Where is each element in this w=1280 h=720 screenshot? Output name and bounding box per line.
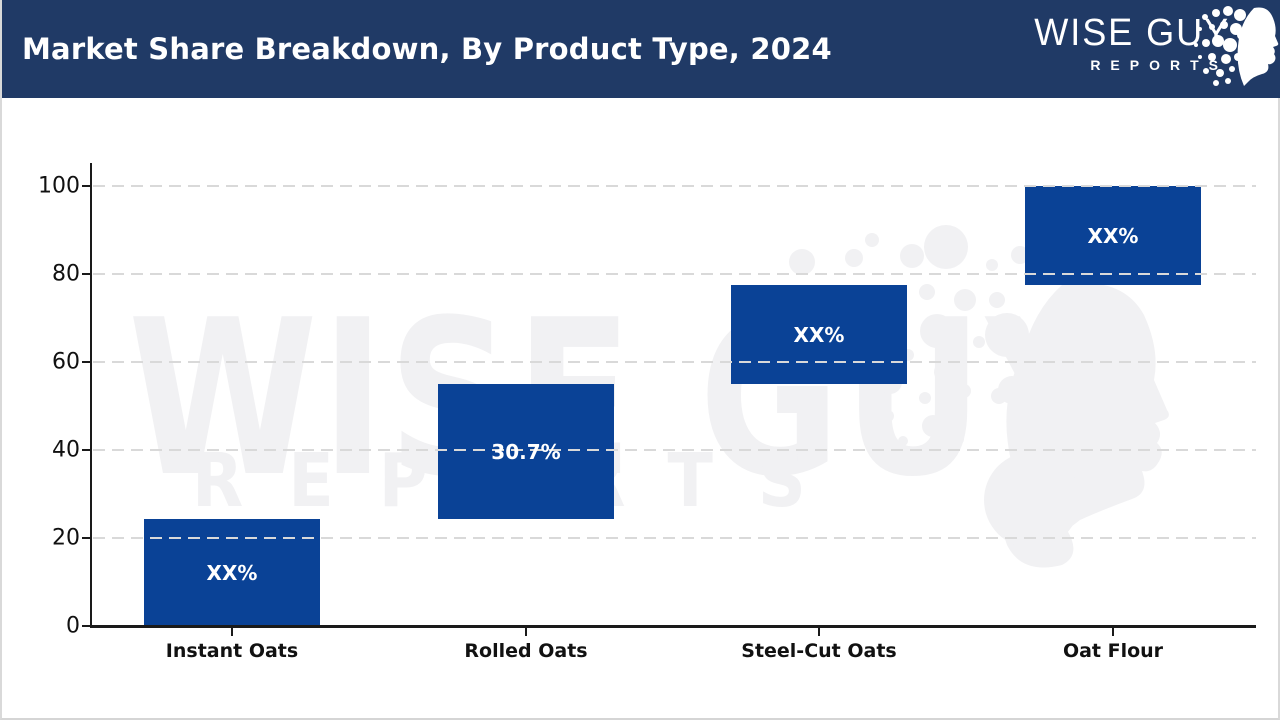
y-tick-label: 0 xyxy=(66,613,80,639)
y-tick-label: 20 xyxy=(52,525,80,551)
chart-plot-area: WISE GUY REPORTS XX%30.7%XX%XX% xyxy=(2,98,1280,720)
bar-value-label: 30.7% xyxy=(491,439,561,464)
y-axis-tick xyxy=(82,625,90,627)
category-label: Instant Oats xyxy=(165,640,299,662)
header-bar: Market Share Breakdown, By Product Type,… xyxy=(2,0,1280,98)
x-axis-tick xyxy=(1112,628,1114,636)
wise-guy-logo: WISE GUY REPORTS xyxy=(1024,14,1230,72)
y-tick-label: 100 xyxy=(38,173,80,199)
y-axis-tick xyxy=(82,185,90,187)
logo-head-profile-icon xyxy=(1194,6,1279,86)
y-axis-tick xyxy=(82,273,90,275)
axes-layer: 0 20 40 60 80 100 Instant Oats Rolled Oats Steel… xyxy=(2,98,1280,720)
y-tick-label: 60 xyxy=(52,349,80,375)
watermark-wordmark: WISE GUY xyxy=(128,273,1114,524)
y-tick-label: 80 xyxy=(52,261,80,287)
y-axis-tick xyxy=(82,361,90,363)
x-axis-tick xyxy=(231,628,233,636)
bar-oat-flour xyxy=(1025,186,1201,285)
bar-value-label: XX% xyxy=(1087,223,1139,248)
bar-steel-cut-oats xyxy=(731,285,907,384)
y-axis-tick xyxy=(82,537,90,539)
x-axis-tick xyxy=(818,628,820,636)
logo-subtext: REPORTS xyxy=(1090,57,1228,73)
y-axis-line xyxy=(90,163,92,628)
y-axis-tick xyxy=(82,449,90,451)
bars-layer xyxy=(2,98,1280,720)
bar-labels-layer: XX% 30.7% XX% XX% xyxy=(2,98,1280,720)
y-tick-label: 40 xyxy=(52,437,80,463)
watermark-head-profile-icon xyxy=(789,225,1169,568)
bar-instant-oats xyxy=(144,519,320,626)
category-label: Steel-Cut Oats xyxy=(741,640,897,662)
chart-title: Market Share Breakdown, By Product Type,… xyxy=(22,32,832,66)
category-label: Oat Flour xyxy=(1062,640,1164,662)
category-label: Rolled Oats xyxy=(464,640,588,662)
bar-value-label: XX% xyxy=(206,560,258,585)
bar-rolled-oats xyxy=(438,384,614,520)
x-axis-tick xyxy=(525,628,527,636)
bar-value-label: XX% xyxy=(793,322,845,347)
x-axis-line xyxy=(90,625,1256,628)
